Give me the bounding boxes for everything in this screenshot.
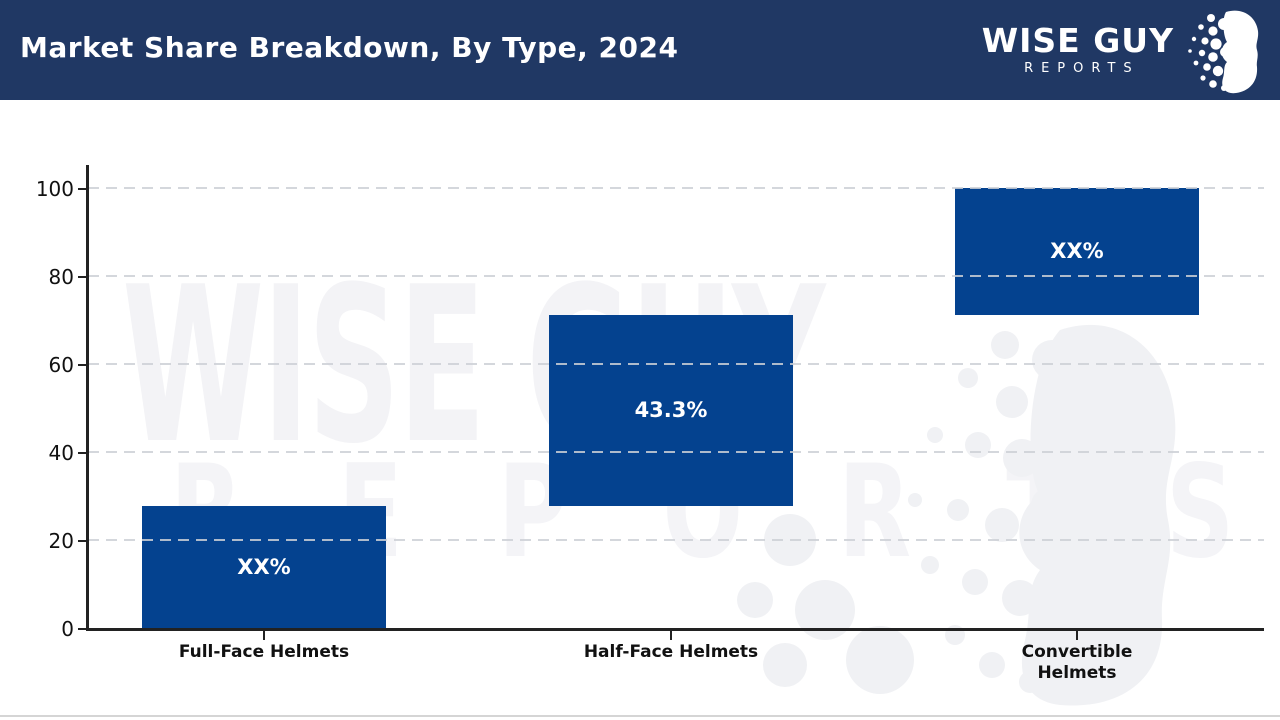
bar-value-label: XX%: [237, 554, 291, 579]
bar-0[interactable]: XX%: [142, 505, 386, 628]
y-axis-spine: [86, 165, 89, 630]
x-category-label-1: Half-Face Helmets: [583, 642, 759, 662]
x-tick-2: [1076, 631, 1078, 640]
gridline-60: [88, 362, 1264, 365]
y-tick-label-0: 0: [61, 617, 74, 641]
y-tick-label-60: 60: [48, 352, 74, 377]
y-tick-label-80: 80: [48, 264, 74, 289]
x-tick-1: [670, 631, 672, 640]
header-bar: Market Share Breakdown, By Type, 2024 WI…: [0, 0, 1280, 100]
y-tick-label-20: 20: [48, 528, 74, 553]
logo-text: WISE GUY REPORTS: [981, 21, 1174, 77]
bar-2[interactable]: XX%: [955, 187, 1199, 315]
bar-value-label: 43.3%: [634, 398, 708, 423]
y-tick-40: [78, 451, 86, 454]
y-tick-80: [78, 275, 86, 278]
x-tick-0: [263, 631, 265, 640]
bar-1[interactable]: 43.3%: [549, 314, 793, 506]
x-category-label-2: Convertible Helmets: [1021, 642, 1133, 683]
wise-guy-reports-logo: WISE GUY REPORTS: [982, 6, 1266, 94]
face-profile-logo-icon: [1188, 10, 1259, 94]
x-category-label-0: Full-Face Helmets: [178, 642, 350, 662]
y-tick-label-40: 40: [48, 440, 74, 465]
gridline-80: [88, 274, 1264, 277]
watermark-face-dots: [737, 324, 1176, 706]
bar-value-label: XX%: [1050, 239, 1104, 264]
gridline-40: [88, 450, 1264, 453]
logo-brand-name: WISE GUY: [981, 21, 1174, 60]
x-axis-spine: [86, 628, 1264, 631]
y-tick-label-100: 100: [35, 176, 74, 201]
bottom-divider: [0, 715, 1280, 717]
chart-area: WISE GUY R E P O R T S: [0, 100, 1280, 720]
y-tick-60: [78, 363, 86, 366]
y-tick-20: [78, 539, 86, 542]
y-tick-0: [78, 628, 86, 630]
y-tick-100: [78, 187, 86, 190]
logo-brand-subtitle: REPORTS: [1024, 61, 1140, 76]
page-title: Market Share Breakdown, By Type, 2024: [20, 30, 679, 64]
gridline-20: [88, 538, 1264, 541]
gridline-100: [88, 186, 1264, 189]
plot: XX% 43.3% XX% 0 20 40 60 80 100 Full-Face Helmets…: [0, 100, 1280, 720]
